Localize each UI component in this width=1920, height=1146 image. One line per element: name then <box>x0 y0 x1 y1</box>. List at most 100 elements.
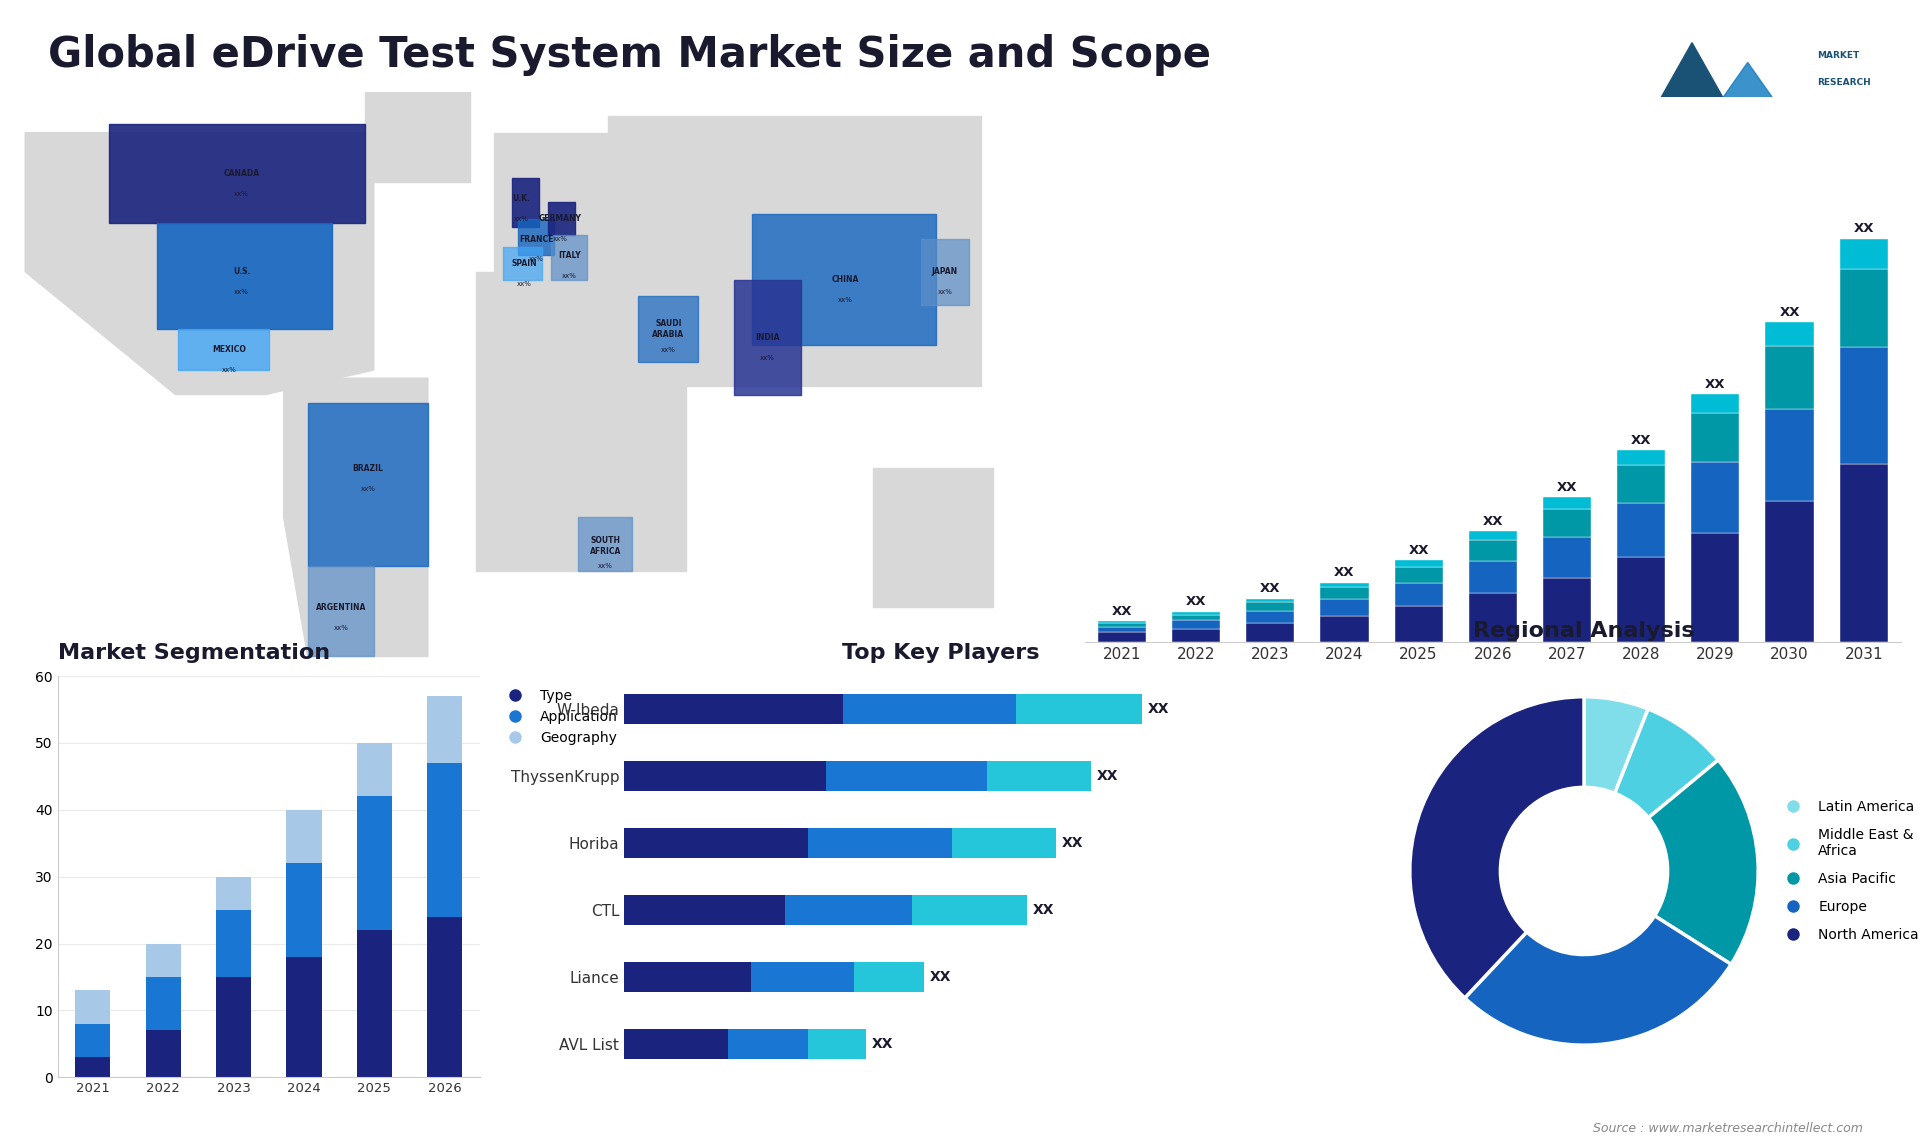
Bar <box>1544 536 1592 578</box>
Text: XX: XX <box>1780 306 1799 319</box>
Bar <box>624 1029 728 1059</box>
Bar <box>854 961 924 992</box>
Text: XX: XX <box>929 970 950 984</box>
Bar <box>624 761 826 792</box>
Polygon shape <box>157 222 332 329</box>
Bar <box>1764 501 1814 642</box>
Bar <box>1617 450 1665 465</box>
Text: CANADA: CANADA <box>223 170 259 178</box>
Bar <box>1171 612 1221 614</box>
Polygon shape <box>1692 63 1803 142</box>
Text: BRAZIL: BRAZIL <box>353 464 384 472</box>
Polygon shape <box>637 297 699 362</box>
Text: ITALY: ITALY <box>559 251 580 260</box>
Bar <box>1839 464 1887 642</box>
Bar <box>1098 623 1146 627</box>
Polygon shape <box>503 248 541 280</box>
Text: xx%: xx% <box>597 564 612 570</box>
Bar <box>1692 533 1740 642</box>
Polygon shape <box>365 84 470 182</box>
Bar <box>1544 497 1592 509</box>
Bar <box>1764 409 1814 501</box>
Polygon shape <box>922 240 970 305</box>
Bar <box>1764 322 1814 346</box>
Bar <box>1321 588 1369 598</box>
Bar <box>808 1029 866 1059</box>
Bar <box>624 961 751 992</box>
Text: xx%: xx% <box>334 625 348 630</box>
Bar <box>1617 465 1665 503</box>
Bar <box>1321 615 1369 642</box>
Text: XX: XX <box>1260 582 1281 595</box>
Bar <box>1692 462 1740 533</box>
Text: xx%: xx% <box>516 281 532 286</box>
Bar <box>426 917 463 1077</box>
Legend: Latin America, Middle East &
Africa, Asia Pacific, Europe, North America: Latin America, Middle East & Africa, Asi… <box>1774 794 1920 948</box>
Bar <box>1839 347 1887 464</box>
Bar <box>286 863 321 957</box>
Bar <box>1098 621 1146 623</box>
Wedge shape <box>1584 697 1647 793</box>
Text: xx%: xx% <box>937 289 952 296</box>
Text: INTELLECT: INTELLECT <box>1816 104 1872 113</box>
Bar <box>75 1023 109 1057</box>
Text: U.K.: U.K. <box>513 194 530 203</box>
Text: RESEARCH: RESEARCH <box>1816 78 1870 87</box>
Text: INDIA: INDIA <box>755 332 780 342</box>
Text: xx%: xx% <box>760 355 776 361</box>
Wedge shape <box>1409 697 1584 998</box>
Wedge shape <box>1649 760 1759 964</box>
Bar <box>286 810 321 863</box>
Bar <box>785 895 912 925</box>
Polygon shape <box>307 566 374 657</box>
Bar <box>1692 394 1740 413</box>
Polygon shape <box>284 378 428 657</box>
Polygon shape <box>874 469 993 607</box>
Title: Top Key Players: Top Key Players <box>843 643 1039 664</box>
Polygon shape <box>1636 42 1747 142</box>
Bar <box>1098 627 1146 633</box>
Bar <box>1839 268 1887 347</box>
Bar <box>1171 629 1221 642</box>
Text: xx%: xx% <box>234 191 250 197</box>
Text: XX: XX <box>1148 702 1169 716</box>
Bar <box>952 829 1056 858</box>
Text: ARGENTINA: ARGENTINA <box>315 603 367 612</box>
Bar <box>624 694 843 724</box>
Text: xx%: xx% <box>839 298 852 304</box>
Polygon shape <box>578 517 632 571</box>
Text: Source : www.marketresearchintellect.com: Source : www.marketresearchintellect.com <box>1592 1122 1862 1135</box>
Polygon shape <box>25 133 374 394</box>
Bar <box>426 763 463 917</box>
Text: XX: XX <box>1187 596 1206 609</box>
Polygon shape <box>476 272 685 571</box>
Text: xx%: xx% <box>528 257 543 262</box>
Polygon shape <box>735 280 801 394</box>
Text: MARKET: MARKET <box>1816 52 1860 61</box>
Bar <box>1321 582 1369 588</box>
Polygon shape <box>513 178 540 227</box>
Text: xx%: xx% <box>223 367 236 372</box>
Bar <box>1394 560 1442 567</box>
Text: xx%: xx% <box>553 236 568 242</box>
Bar <box>1246 611 1294 623</box>
Text: XX: XX <box>1409 544 1428 557</box>
Polygon shape <box>518 219 555 256</box>
Text: xx%: xx% <box>660 346 676 353</box>
Bar <box>912 895 1027 925</box>
Bar <box>1098 633 1146 642</box>
Bar <box>1394 567 1442 582</box>
Legend: Type, Application, Geography: Type, Application, Geography <box>495 683 624 751</box>
Bar <box>1171 620 1221 629</box>
Bar <box>215 976 252 1077</box>
Text: XX: XX <box>1557 481 1576 494</box>
Polygon shape <box>179 329 269 370</box>
Text: XX: XX <box>872 1037 893 1051</box>
Bar <box>1617 503 1665 557</box>
Bar <box>1246 623 1294 642</box>
Polygon shape <box>753 214 935 345</box>
Bar <box>1469 562 1517 592</box>
Title: Regional Analysis: Regional Analysis <box>1473 620 1695 641</box>
Bar <box>1394 582 1442 606</box>
Text: JAPAN: JAPAN <box>931 267 958 276</box>
